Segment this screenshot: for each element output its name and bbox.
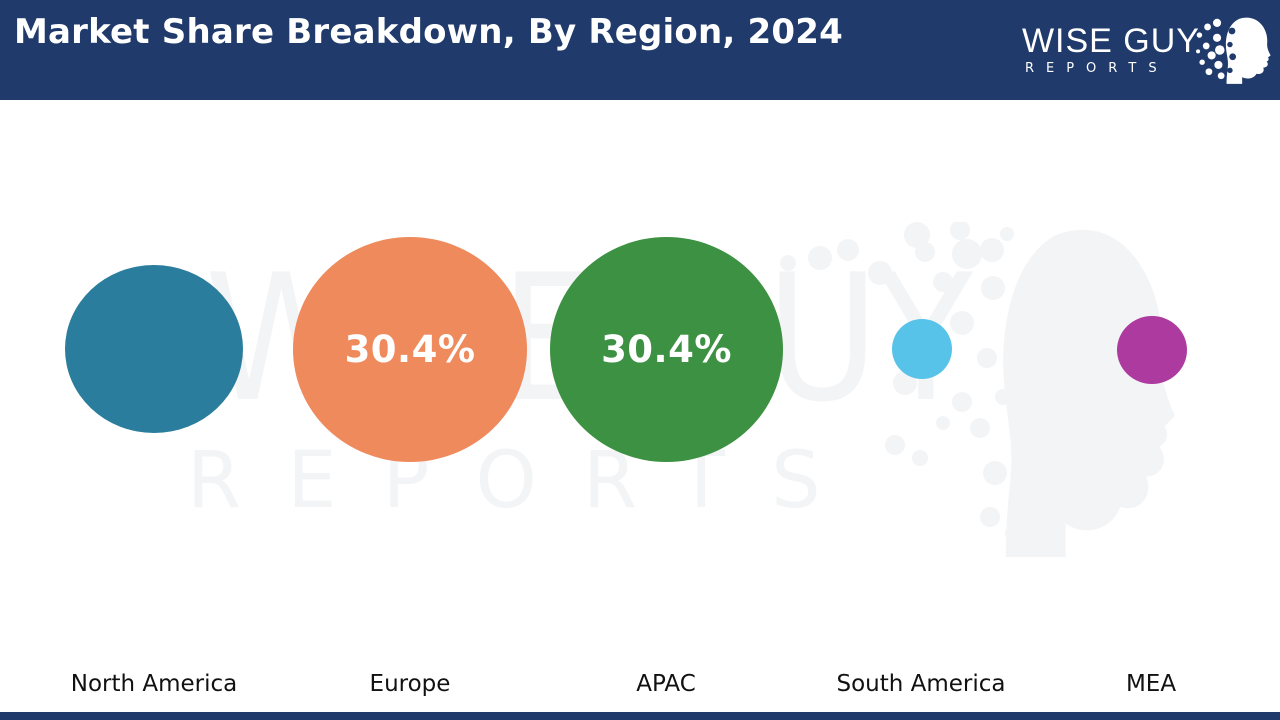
bubble-north-america [65, 265, 243, 433]
logo-dotted-head-icon [1196, 17, 1271, 84]
footer-bar [0, 712, 1280, 720]
bubble-europe: 30.4% [293, 237, 527, 462]
region-label-europe: Europe [369, 671, 451, 697]
bubble-mea [1117, 316, 1187, 384]
bubble-apac: 30.4% [550, 237, 783, 462]
brand-logo: WISE GUY REPORTS [1022, 7, 1272, 93]
region-label-mea: MEA [1125, 671, 1177, 697]
header: Market Share Breakdown, By Region, 2024 … [0, 0, 1280, 100]
logo-wordmark: WISE GUY [1021, 22, 1200, 60]
bubble-south-america [892, 319, 952, 379]
page-title: Market Share Breakdown, By Region, 2024 [14, 12, 843, 52]
watermark-reports-text: REPORTS [187, 436, 867, 526]
region-label-south-america: South America [836, 671, 1006, 697]
region-label-apac: APAC [636, 671, 696, 697]
bubble-value-label: 30.4% [601, 328, 732, 371]
bubble-value-label: 30.4% [344, 328, 476, 371]
logo-reports-text: REPORTS [1024, 61, 1169, 76]
region-label-north-america: North America [70, 671, 238, 697]
watermark-dotted-head-icon [780, 222, 1175, 558]
